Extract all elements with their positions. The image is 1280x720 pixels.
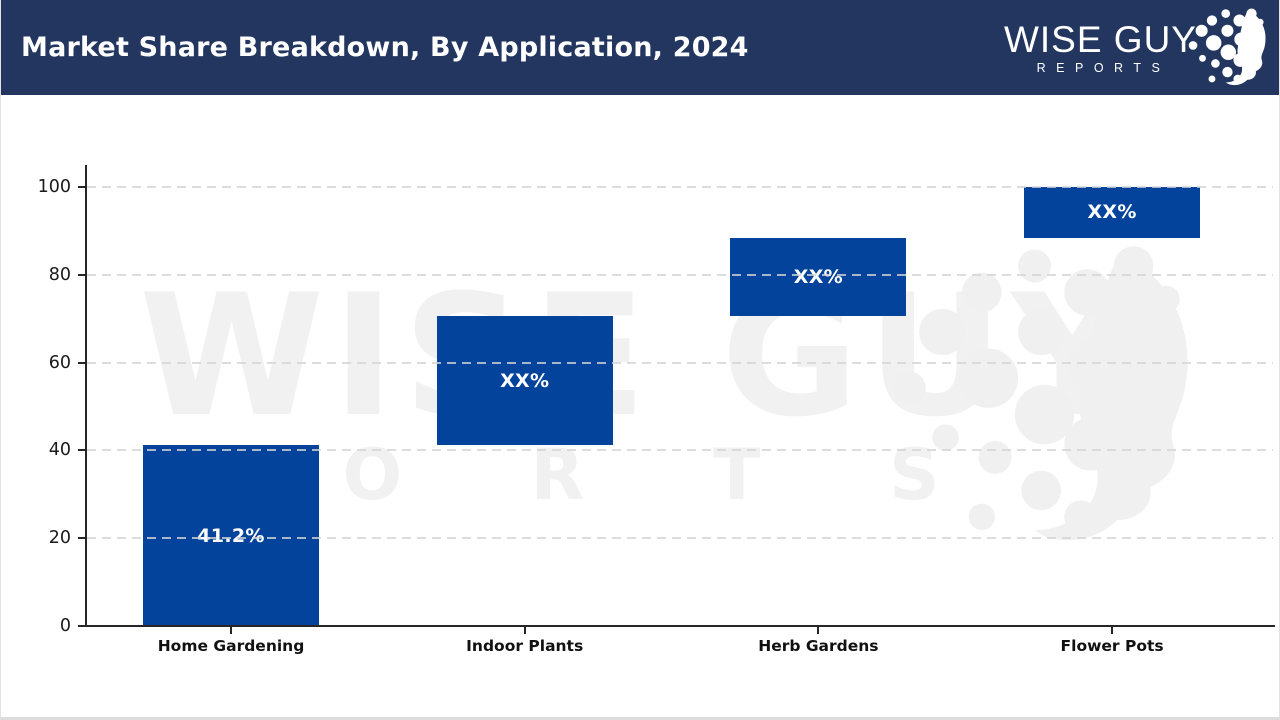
bar-value-label: 41.2% <box>197 524 265 547</box>
gridline-y100 <box>87 186 1273 188</box>
y-tick-mark <box>78 273 85 276</box>
gridline-y60 <box>87 361 1273 364</box>
x-category-label: Flower Pots <box>1060 637 1164 655</box>
x-category-label: Indoor Plants <box>466 637 584 655</box>
y-tick-label: 80 <box>48 264 71 285</box>
x-tick-mark <box>1111 627 1114 634</box>
page-title: Market Share Breakdown, By Application, … <box>21 32 749 63</box>
y-tick-mark <box>78 449 85 452</box>
bar-value-label: XX% <box>500 369 550 392</box>
x-category-label: Home Gardening <box>157 637 305 655</box>
x-tick-mark <box>230 627 232 634</box>
y-tick-label: 0 <box>59 616 71 636</box>
y-tick-label: 20 <box>48 528 71 549</box>
brand-logo: WISE GUY REPORTS <box>1004 6 1267 90</box>
x-tick-mark <box>817 627 820 634</box>
gridline-y80 <box>87 273 1273 276</box>
y-tick-mark <box>78 537 85 540</box>
y-tick-label: 40 <box>48 440 71 461</box>
bar-value-label: XX% <box>1087 201 1137 224</box>
header-bar: Market Share Breakdown, By Application, … <box>1 0 1279 95</box>
bar-flower-pots: XX% <box>1024 187 1201 238</box>
bar-value-label: XX% <box>793 265 844 288</box>
bar-herb-gardens: XX% <box>730 237 907 317</box>
brand-face-dots-icon <box>1188 8 1266 86</box>
gridline-y20 <box>87 537 1273 540</box>
y-tick-mark <box>78 361 85 364</box>
brand-subname: REPORTS <box>1036 61 1171 75</box>
y-axis-line <box>85 165 87 627</box>
y-tick-mark <box>78 625 85 627</box>
x-axis-line <box>85 625 1275 627</box>
y-tick-label: 100 <box>37 177 71 197</box>
y-tick-label: 60 <box>48 352 71 373</box>
gridline-y40 <box>87 449 1273 452</box>
brand-name: WISE GUY <box>1003 19 1197 60</box>
y-tick-mark <box>78 186 85 188</box>
x-tick-mark <box>523 627 526 634</box>
brand-logo-text: WISE GUY REPORTS <box>1004 21 1197 75</box>
bar-indoor-plants: XX% <box>436 316 613 446</box>
x-category-label: Herb Gardens <box>758 637 879 655</box>
bar-home-gardening: 41.2% <box>143 445 319 626</box>
